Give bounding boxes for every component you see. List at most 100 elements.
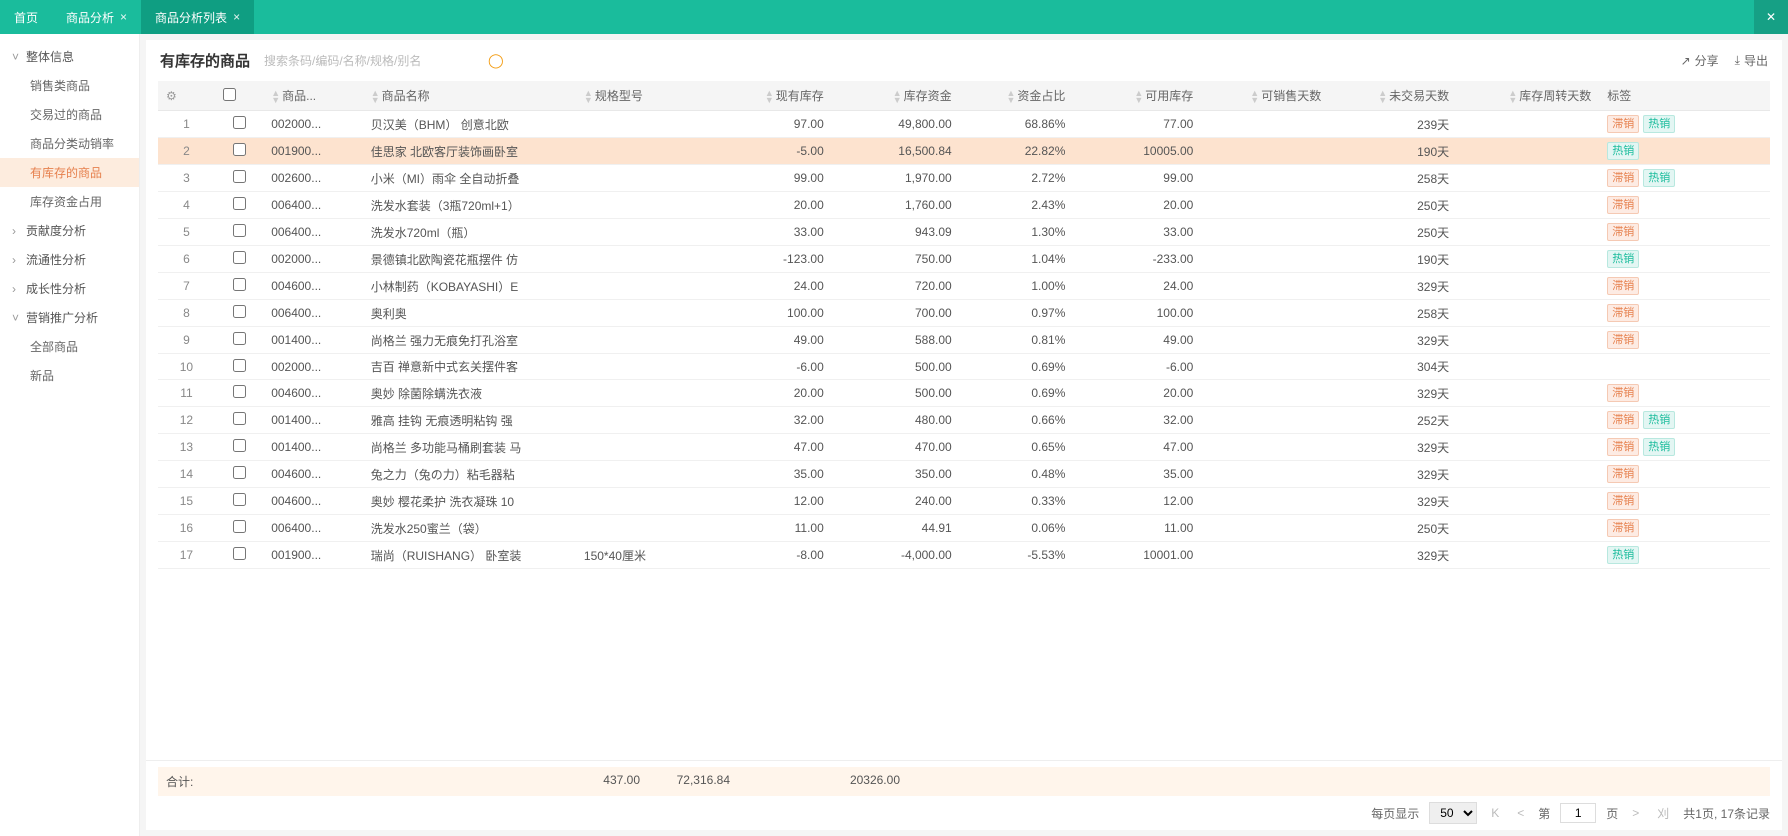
nav-group[interactable]: ›流通性分析 bbox=[0, 245, 139, 274]
table-row[interactable]: 7004600...小林制药（KOBAYASHI）E24.00720.001.0… bbox=[158, 273, 1770, 300]
column-header[interactable]: ▲▼规格型号 bbox=[576, 81, 704, 111]
column-header[interactable]: ⚙ bbox=[158, 81, 215, 111]
nav-item[interactable]: 库存资金占用 bbox=[0, 187, 139, 216]
cell-code: 001400... bbox=[263, 407, 363, 434]
table-row[interactable]: 14004600...兔之力（兔の力）粘毛器粘35.00350.000.48%3… bbox=[158, 461, 1770, 488]
column-header[interactable]: ▲▼可用库存 bbox=[1073, 81, 1201, 111]
pager-page-input[interactable] bbox=[1560, 803, 1596, 823]
row-checkbox[interactable] bbox=[233, 224, 246, 237]
sort-icon[interactable]: ▲▼ bbox=[765, 90, 774, 104]
nav-group[interactable]: ˅整体信息 bbox=[0, 42, 139, 71]
sort-icon[interactable]: ▲▼ bbox=[893, 90, 902, 104]
table-row[interactable]: 16006400...洗发水250蜜兰（袋）11.0044.910.06%11.… bbox=[158, 515, 1770, 542]
tab[interactable]: 商品分析列表× bbox=[141, 0, 254, 34]
sort-icon[interactable]: ▲▼ bbox=[271, 90, 280, 104]
column-header[interactable]: ▲▼未交易天数 bbox=[1329, 81, 1457, 111]
nav-item[interactable]: 商品分类动销率 bbox=[0, 129, 139, 158]
cell-tags: 滞销 bbox=[1599, 300, 1770, 327]
cell-code: 001900... bbox=[263, 542, 363, 569]
column-header[interactable]: ▲▼资金占比 bbox=[960, 81, 1074, 111]
row-checkbox[interactable] bbox=[233, 547, 246, 560]
sort-icon[interactable]: ▲▼ bbox=[1006, 90, 1015, 104]
tab[interactable]: 商品分析× bbox=[52, 0, 141, 34]
nav-group[interactable]: ›成长性分析 bbox=[0, 274, 139, 303]
row-checkbox[interactable] bbox=[233, 493, 246, 506]
table-row[interactable]: 11004600...奥妙 除菌除螨洗衣液20.00500.000.69%20.… bbox=[158, 380, 1770, 407]
row-checkbox[interactable] bbox=[233, 305, 246, 318]
nav-item[interactable]: 交易过的商品 bbox=[0, 100, 139, 129]
select-all-checkbox[interactable] bbox=[223, 88, 236, 101]
sort-icon[interactable]: ▲▼ bbox=[1508, 90, 1517, 104]
gear-icon[interactable]: ⚙ bbox=[166, 89, 177, 103]
row-checkbox[interactable] bbox=[233, 412, 246, 425]
cell-avail: 77.00 bbox=[1073, 111, 1201, 138]
cell-notrade: 329天 bbox=[1329, 488, 1457, 515]
column-header[interactable]: ▲▼可销售天数 bbox=[1201, 81, 1329, 111]
column-header[interactable] bbox=[215, 81, 263, 111]
table-row[interactable]: 1002000...贝汉美（BHM） 创意北欧97.0049,800.0068.… bbox=[158, 111, 1770, 138]
table-row[interactable]: 8006400...奥利奥100.00700.000.97%100.00258天… bbox=[158, 300, 1770, 327]
table-row[interactable]: 2001900...佳思家 北欧客厅装饰画卧室-5.0016,500.8422.… bbox=[158, 138, 1770, 165]
cell-pct: 0.48% bbox=[960, 461, 1074, 488]
table-row[interactable]: 15004600...奥妙 樱花柔护 洗衣凝珠 1012.00240.000.3… bbox=[158, 488, 1770, 515]
table-row[interactable]: 3002600...小米（MI）雨伞 全自动折叠99.001,970.002.7… bbox=[158, 165, 1770, 192]
row-checkbox[interactable] bbox=[233, 251, 246, 264]
cell-spec bbox=[576, 488, 704, 515]
pager-last-icon[interactable]: 刈 bbox=[1653, 805, 1673, 822]
nav-item[interactable]: 新品 bbox=[0, 361, 139, 390]
pager-prev-icon[interactable]: < bbox=[1513, 806, 1528, 820]
table-row[interactable]: 10002000...吉百 禅意新中式玄关摆件客-6.00500.000.69%… bbox=[158, 354, 1770, 380]
nav-group[interactable]: ›贡献度分析 bbox=[0, 216, 139, 245]
row-checkbox[interactable] bbox=[233, 197, 246, 210]
row-checkbox[interactable] bbox=[233, 116, 246, 129]
table-row[interactable]: 9001400...尚格兰 强力无痕免打孔浴室49.00588.000.81%4… bbox=[158, 327, 1770, 354]
tab[interactable]: 首页 bbox=[0, 0, 52, 34]
sort-icon[interactable]: ▲▼ bbox=[1250, 90, 1259, 104]
column-header[interactable]: ▲▼现有库存 bbox=[704, 81, 832, 111]
tag-hot: 热销 bbox=[1643, 115, 1675, 133]
search-icon[interactable]: ◯ bbox=[488, 52, 504, 69]
export-button[interactable]: ⤓ 导出 bbox=[1735, 52, 1768, 69]
row-checkbox[interactable] bbox=[233, 466, 246, 479]
row-checkbox[interactable] bbox=[233, 170, 246, 183]
sort-icon[interactable]: ▲▼ bbox=[584, 90, 593, 104]
column-header[interactable]: ▲▼库存资金 bbox=[832, 81, 960, 111]
table-row[interactable]: 4006400...洗发水套装（3瓶720ml+1）20.001,760.002… bbox=[158, 192, 1770, 219]
cell-name: 洗发水套装（3瓶720ml+1） bbox=[363, 192, 576, 219]
row-checkbox[interactable] bbox=[233, 385, 246, 398]
table-row[interactable]: 17001900...瑞尚（RUISHANG） 卧室装150*40厘米-8.00… bbox=[158, 542, 1770, 569]
nav-item[interactable]: 全部商品 bbox=[0, 332, 139, 361]
pager-next-icon[interactable]: > bbox=[1628, 806, 1643, 820]
row-checkbox[interactable] bbox=[233, 143, 246, 156]
column-header[interactable]: ▲▼商品名称 bbox=[363, 81, 576, 111]
sort-icon[interactable]: ▲▼ bbox=[1378, 90, 1387, 104]
row-checkbox[interactable] bbox=[233, 520, 246, 533]
sort-icon[interactable]: ▲▼ bbox=[371, 90, 380, 104]
nav-item[interactable]: 有库存的商品 bbox=[0, 158, 139, 187]
row-checkbox[interactable] bbox=[233, 278, 246, 291]
row-checkbox[interactable] bbox=[233, 359, 246, 372]
column-header[interactable]: ▲▼库存周转天数 bbox=[1457, 81, 1599, 111]
table-row[interactable]: 12001400...雅高 挂钩 无痕透明粘钩 强32.00480.000.66… bbox=[158, 407, 1770, 434]
sidebar-collapse-button[interactable]: « bbox=[139, 38, 140, 60]
cell-code: 006400... bbox=[263, 219, 363, 246]
tab-close-icon[interactable]: × bbox=[233, 10, 240, 24]
row-checkbox[interactable] bbox=[233, 332, 246, 345]
tab-close-icon[interactable]: × bbox=[120, 10, 127, 24]
search-input[interactable] bbox=[264, 54, 484, 68]
table-row[interactable]: 6002000...景德镇北欧陶瓷花瓶摆件 仿-123.00750.001.04… bbox=[158, 246, 1770, 273]
pager-first-icon[interactable]: K bbox=[1487, 806, 1503, 820]
cell-stock: -5.00 bbox=[704, 138, 832, 165]
sort-icon[interactable]: ▲▼ bbox=[1134, 90, 1143, 104]
per-page-select[interactable]: 50 bbox=[1429, 802, 1477, 824]
column-header[interactable]: 标签 bbox=[1599, 81, 1770, 111]
table-row[interactable]: 5006400...洗发水720ml（瓶）33.00943.091.30%33.… bbox=[158, 219, 1770, 246]
table-row[interactable]: 13001400...尚格兰 多功能马桶刷套装 马47.00470.000.65… bbox=[158, 434, 1770, 461]
tabbar-close-button[interactable]: ✕ bbox=[1754, 0, 1788, 34]
nav-group[interactable]: ˅营销推广分析 bbox=[0, 303, 139, 332]
row-checkbox[interactable] bbox=[233, 439, 246, 452]
column-header[interactable]: ▲▼商品... bbox=[263, 81, 363, 111]
share-button[interactable]: ↗ 分享 bbox=[1681, 52, 1719, 69]
pager-page-prefix: 第 bbox=[1538, 805, 1550, 822]
nav-item[interactable]: 销售类商品 bbox=[0, 71, 139, 100]
